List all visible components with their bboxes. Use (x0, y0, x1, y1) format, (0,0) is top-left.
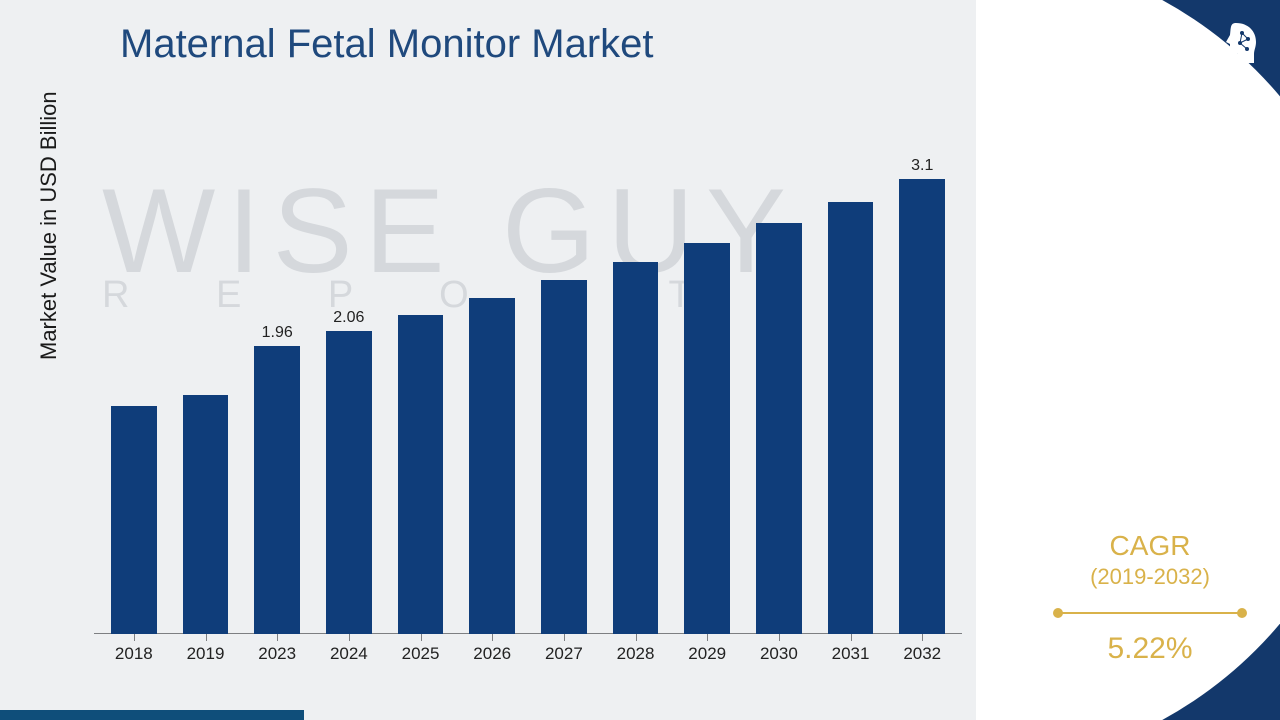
logo-text-sub: R E P O R T S (996, 50, 1210, 68)
bar-slot (815, 120, 887, 634)
bar-slot: 1.96 (241, 120, 313, 634)
bar (111, 406, 157, 634)
bar (828, 202, 874, 634)
logo-text-main: WISE GUY (996, 18, 1210, 48)
bar (254, 346, 300, 634)
bar (183, 395, 229, 634)
bar-slot: 3.1 (886, 120, 958, 634)
x-tick-label: 2031 (815, 634, 887, 680)
footer-strip (0, 710, 304, 720)
bar (398, 315, 444, 634)
x-tick-label: 2019 (170, 634, 242, 680)
bar (326, 331, 372, 634)
x-axis-labels: 2018201920232024202520262027202820292030… (94, 634, 962, 680)
infographic-stage: WISE GUY R E P O R T S CAGR (2019- (0, 0, 1280, 720)
brand-logo: WISE GUY R E P O R T S (996, 18, 1264, 68)
cagr-block: CAGR (2019-2032) 5.22% (1040, 530, 1260, 666)
x-tick-label: 2026 (456, 634, 528, 680)
cagr-label: CAGR (1040, 530, 1260, 562)
x-tick-label: 2027 (528, 634, 600, 680)
bar-value-label: 2.06 (333, 309, 364, 327)
plot-area: 1.96 2.06 3.1 (94, 120, 962, 634)
x-tick-label: 2028 (600, 634, 672, 680)
bar-slot (743, 120, 815, 634)
bar (756, 223, 802, 634)
x-tick-label: 2024 (313, 634, 385, 680)
bar-value-label: 3.1 (911, 157, 933, 175)
x-tick-label: 2030 (743, 634, 815, 680)
bars-container: 1.96 2.06 3.1 (94, 120, 962, 634)
x-tick-label: 2023 (241, 634, 313, 680)
bar-slot (600, 120, 672, 634)
x-tick-label: 2032 (886, 634, 958, 680)
bar (613, 262, 659, 634)
bar-slot (528, 120, 600, 634)
x-tick-label: 2025 (385, 634, 457, 680)
bar-slot (170, 120, 242, 634)
x-tick-label: 2029 (671, 634, 743, 680)
head-network-icon (1216, 19, 1264, 67)
bar-slot: 2.06 (313, 120, 385, 634)
bar (541, 280, 587, 634)
bar (469, 298, 515, 634)
chart-region: WISE GUY R E P O R T S Market Value in U… (42, 120, 962, 680)
cagr-range: (2019-2032) (1040, 564, 1260, 590)
right-panel: WISE GUY R E P O R T S CAGR (2019- (976, 0, 1280, 720)
bar-value-label: 1.96 (262, 324, 293, 342)
cagr-divider (1058, 604, 1242, 622)
bar-slot (98, 120, 170, 634)
chart-title: Maternal Fetal Monitor Market (120, 22, 654, 67)
cagr-value: 5.22% (1040, 632, 1260, 666)
y-axis-label: Market Value in USD Billion (36, 91, 62, 360)
bar (899, 179, 945, 634)
x-tick-label: 2018 (98, 634, 170, 680)
bar-slot (671, 120, 743, 634)
bar (684, 243, 730, 634)
bar-slot (385, 120, 457, 634)
bar-slot (456, 120, 528, 634)
